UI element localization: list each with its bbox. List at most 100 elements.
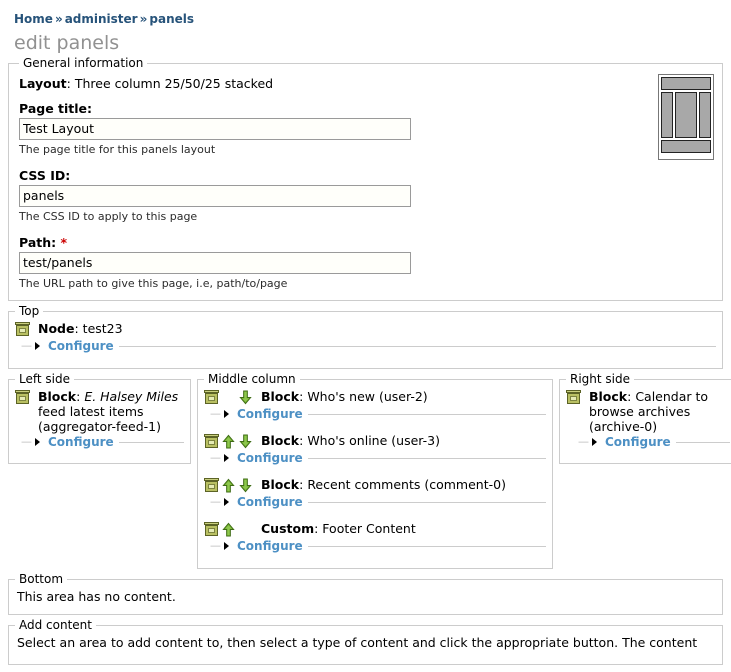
block-icons	[15, 321, 32, 338]
layout-summary: Layout: Three column 25/50/25 stacked	[19, 76, 714, 91]
configure-link[interactable]: Configure	[237, 495, 303, 509]
chevron-right-icon	[224, 542, 234, 550]
region-middle: Middle column	[197, 372, 553, 569]
configure-link[interactable]: Configure	[605, 435, 671, 449]
list-item: Block: Recent comments (comment-0) — Con…	[204, 477, 546, 509]
block-header: Node: test23	[15, 321, 716, 338]
configure-dash-icon: —	[210, 451, 221, 464]
move-down-icon[interactable]	[238, 434, 255, 450]
general-information-fieldset: General information Layout: Three column…	[8, 56, 723, 301]
chevron-right-icon	[224, 410, 234, 418]
move-down-icon[interactable]	[238, 478, 255, 494]
region-right-legend: Right side	[566, 372, 634, 386]
move-down-icon[interactable]	[238, 390, 255, 406]
block-icons	[204, 389, 255, 406]
list-item: Block: Who's online (user-3) — Configure	[204, 433, 546, 465]
regions-row: Left side Block: E. Halsey Miles feed la…	[8, 372, 731, 579]
block-title-value: Recent comments (comment-0)	[307, 477, 506, 492]
region-left-column: Left side Block: E. Halsey Miles feed la…	[8, 372, 191, 474]
layout-preview-bottom-region	[661, 140, 711, 153]
three-column-stacked-layout-preview	[658, 74, 714, 160]
region-right-column: Right side Block: Calendar to browse arc…	[559, 372, 731, 474]
block-type-label: Block	[261, 477, 300, 492]
layout-summary-value: Three column 25/50/25 stacked	[74, 76, 274, 91]
block-title-value: Who's new (user-2)	[307, 389, 428, 404]
configure-link[interactable]: Configure	[237, 407, 303, 421]
delete-icon[interactable]	[15, 322, 32, 338]
configure-row: — Configure	[210, 407, 546, 421]
breadcrumb-link-administer[interactable]: administer	[64, 12, 138, 26]
configure-row: — Configure	[578, 435, 730, 449]
breadcrumb-link-panels[interactable]: panels	[149, 12, 194, 26]
configure-link[interactable]: Configure	[237, 539, 303, 553]
breadcrumb-link-home[interactable]: Home	[14, 12, 53, 26]
breadcrumb-separator-1: »	[54, 12, 63, 26]
region-top-legend: Top	[15, 304, 44, 318]
css-id-label-text: CSS ID:	[19, 168, 71, 183]
configure-dash-icon: —	[21, 339, 32, 352]
configure-rule	[675, 441, 730, 443]
css-id-description: The CSS ID to apply to this page	[19, 210, 198, 223]
move-up-icon[interactable]	[221, 522, 238, 538]
chevron-right-icon	[35, 342, 45, 350]
configure-rule	[307, 501, 546, 503]
move-up-placeholder	[221, 390, 238, 406]
delete-icon[interactable]	[204, 434, 221, 450]
block-icons	[204, 477, 255, 494]
move-up-icon[interactable]	[221, 434, 238, 450]
configure-link[interactable]: Configure	[48, 339, 114, 353]
path-description: The URL path to give this page, i.e, pat…	[19, 277, 288, 290]
region-left: Left side Block: E. Halsey Miles feed la…	[8, 372, 191, 464]
region-middle-blocks: Block: Who's new (user-2) — Configure	[204, 385, 546, 553]
configure-dash-icon: —	[578, 435, 589, 448]
move-down-placeholder	[238, 522, 255, 538]
delete-icon[interactable]	[204, 522, 221, 538]
layout-preview-middle-row	[661, 92, 711, 138]
page-title-description: The page title for this panels layout	[19, 143, 216, 156]
delete-icon[interactable]	[204, 478, 221, 494]
delete-icon[interactable]	[204, 390, 221, 406]
configure-rule	[307, 457, 546, 459]
configure-rule	[118, 345, 716, 347]
configure-link[interactable]: Configure	[237, 451, 303, 465]
path-field-label: Path: *	[19, 235, 714, 250]
general-information-legend: General information	[23, 56, 144, 70]
list-item: Block: Calendar to browse archives (arch…	[566, 389, 730, 449]
block-type-label: Block	[589, 389, 628, 404]
block-title: Block: Who's online (user-3)	[261, 433, 440, 448]
configure-row: — Configure	[21, 339, 716, 353]
region-bottom-legend: Bottom	[15, 572, 68, 586]
region-right-blocks: Block: Calendar to browse archives (arch…	[566, 385, 730, 449]
page-title-field-label: Page title:	[19, 101, 714, 116]
layout-summary-label: Layout	[19, 76, 67, 91]
block-header: Block: Calendar to browse archives (arch…	[566, 389, 730, 434]
configure-rule	[307, 545, 546, 547]
delete-icon[interactable]	[15, 390, 32, 406]
path-required-marker: *	[60, 235, 68, 250]
breadcrumb: Home» administer» panels	[14, 12, 723, 26]
block-title-italic: E. Halsey Miles	[84, 389, 179, 404]
block-colon: :	[299, 433, 308, 448]
block-title: Block: E. Halsey Miles feed latest items…	[38, 389, 184, 434]
move-up-icon[interactable]	[221, 478, 238, 494]
page-title-input[interactable]	[19, 118, 411, 140]
add-content-legend: Add content	[15, 618, 96, 632]
configure-dash-icon: —	[210, 495, 221, 508]
region-top: Top Node: test23 — Configure	[8, 304, 723, 369]
layout-preview-center-region	[674, 92, 698, 138]
layout-summary-colon: :	[66, 76, 75, 91]
block-title-rest: feed latest items (aggregator-feed-1)	[38, 404, 162, 434]
block-colon: :	[299, 389, 308, 404]
block-title-value: test23	[82, 321, 123, 336]
chevron-right-icon	[592, 438, 602, 446]
configure-link[interactable]: Configure	[48, 435, 114, 449]
block-colon: :	[314, 521, 323, 536]
css-id-input[interactable]	[19, 185, 411, 207]
block-icons	[566, 389, 583, 406]
block-type-label: Custom	[261, 521, 315, 536]
delete-icon[interactable]	[566, 390, 583, 406]
region-middle-column: Middle column	[197, 372, 553, 579]
configure-row: — Configure	[210, 539, 546, 553]
block-header: Block: E. Halsey Miles feed latest items…	[15, 389, 184, 434]
path-input[interactable]	[19, 252, 411, 274]
